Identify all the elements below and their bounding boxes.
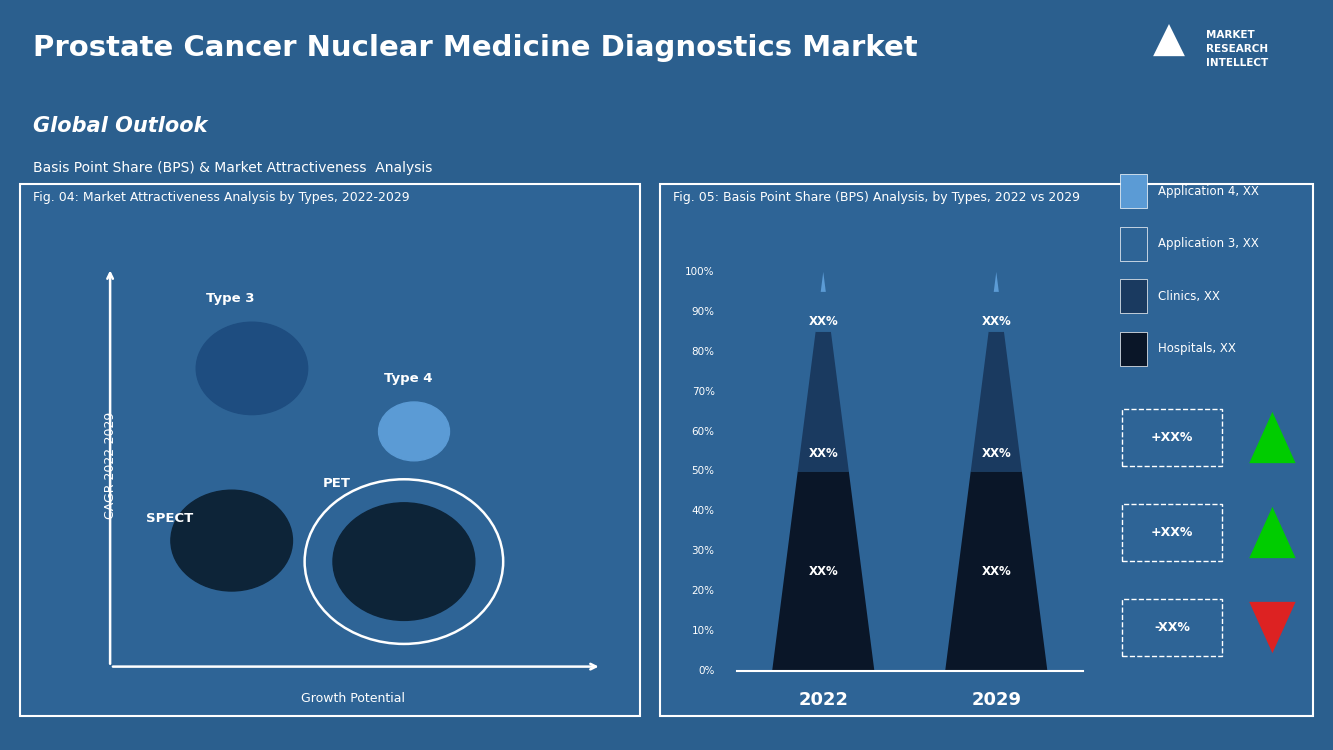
Text: XX%: XX% <box>981 315 1012 328</box>
Text: 80%: 80% <box>692 346 714 357</box>
Text: 60%: 60% <box>692 427 714 436</box>
Text: Growth Potential: Growth Potential <box>301 692 405 705</box>
Polygon shape <box>816 292 830 332</box>
Polygon shape <box>989 292 1004 332</box>
Bar <box>1120 227 1146 260</box>
Polygon shape <box>821 272 826 292</box>
Text: Global Outlook: Global Outlook <box>33 116 208 136</box>
Polygon shape <box>970 332 1022 472</box>
Text: Clinics, XX: Clinics, XX <box>1158 290 1220 303</box>
Text: Prostate Cancer Nuclear Medicine Diagnostics Market: Prostate Cancer Nuclear Medicine Diagnos… <box>33 34 918 62</box>
Circle shape <box>196 322 308 415</box>
FancyBboxPatch shape <box>660 184 1313 716</box>
Text: XX%: XX% <box>981 565 1012 578</box>
Text: -XX%: -XX% <box>1154 621 1190 634</box>
Bar <box>1120 175 1146 208</box>
Text: Hospitals, XX: Hospitals, XX <box>1158 342 1236 355</box>
Text: CAGR 2022-2029: CAGR 2022-2029 <box>104 411 116 519</box>
Bar <box>1120 280 1146 313</box>
Text: XX%: XX% <box>808 447 838 460</box>
Circle shape <box>171 490 292 591</box>
Text: PET: PET <box>323 477 351 490</box>
Circle shape <box>333 503 475 620</box>
Text: Basis Point Share (BPS) & Market Attractiveness  Analysis: Basis Point Share (BPS) & Market Attract… <box>33 161 433 176</box>
Text: Fig. 04: Market Attractiveness Analysis by Types, 2022-2029: Fig. 04: Market Attractiveness Analysis … <box>33 191 411 204</box>
Text: ▲: ▲ <box>1153 19 1185 61</box>
Text: 2022: 2022 <box>798 691 848 709</box>
Text: +XX%: +XX% <box>1150 431 1193 444</box>
Text: XX%: XX% <box>808 315 838 328</box>
Text: 40%: 40% <box>692 506 714 517</box>
Text: 10%: 10% <box>692 626 714 636</box>
Polygon shape <box>945 472 1048 671</box>
Polygon shape <box>1249 412 1296 464</box>
Text: 70%: 70% <box>692 387 714 397</box>
Circle shape <box>379 402 449 460</box>
Text: Application 4, XX: Application 4, XX <box>1158 184 1260 198</box>
Text: 20%: 20% <box>692 586 714 596</box>
Polygon shape <box>1249 507 1296 558</box>
Text: 30%: 30% <box>692 546 714 556</box>
Text: Type 4: Type 4 <box>384 372 432 386</box>
Text: 0%: 0% <box>698 666 714 676</box>
Text: XX%: XX% <box>981 447 1012 460</box>
Bar <box>1120 332 1146 365</box>
Polygon shape <box>1249 602 1296 653</box>
Text: Fig. 05: Basis Point Share (BPS) Analysis, by Types, 2022 vs 2029: Fig. 05: Basis Point Share (BPS) Analysi… <box>673 191 1080 204</box>
Text: 90%: 90% <box>692 307 714 316</box>
Text: SPECT: SPECT <box>145 512 193 526</box>
Text: 2029: 2029 <box>972 691 1021 709</box>
FancyBboxPatch shape <box>20 184 640 716</box>
Polygon shape <box>772 472 874 671</box>
Text: Type 3: Type 3 <box>207 292 255 305</box>
Text: +XX%: +XX% <box>1150 526 1193 539</box>
Polygon shape <box>797 332 849 472</box>
Polygon shape <box>993 272 998 292</box>
Text: MARKET
RESEARCH
INTELLECT: MARKET RESEARCH INTELLECT <box>1206 30 1269 68</box>
Text: XX%: XX% <box>808 565 838 578</box>
Text: 50%: 50% <box>692 466 714 476</box>
Text: Application 3, XX: Application 3, XX <box>1158 237 1260 250</box>
Text: 100%: 100% <box>685 267 714 277</box>
